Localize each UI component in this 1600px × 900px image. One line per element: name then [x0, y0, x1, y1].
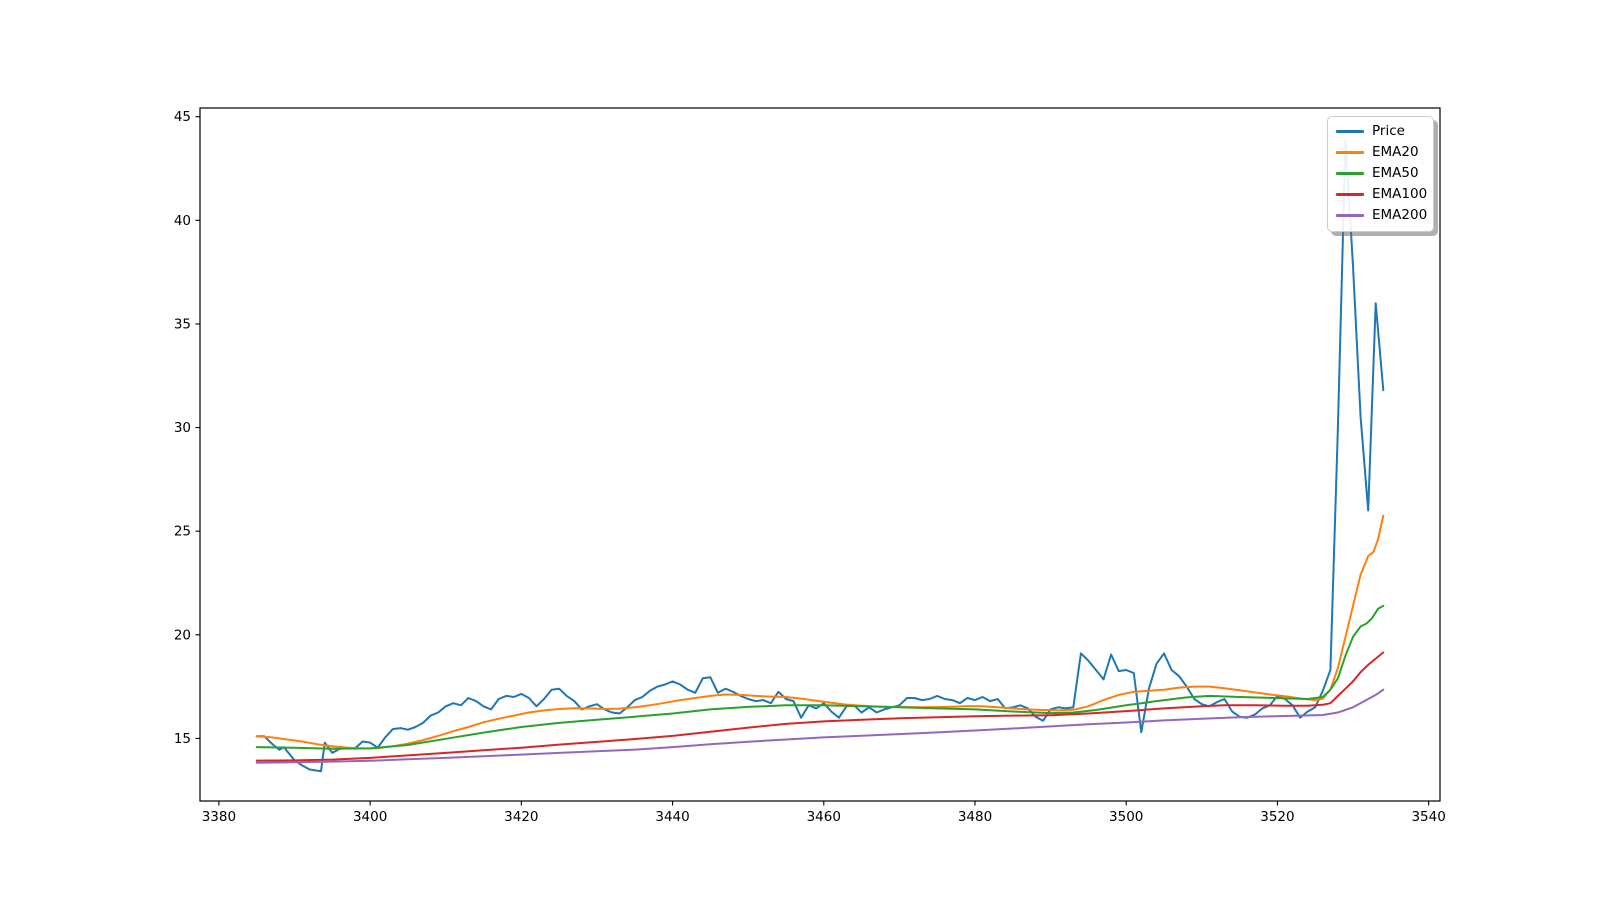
ema200-line-sample — [1336, 214, 1364, 217]
y-tick-label: 25 — [174, 524, 191, 540]
legend-label-ema50: EMA50 — [1372, 165, 1419, 181]
ema100-line — [255, 651, 1385, 762]
x-tick-label: 3420 — [504, 809, 538, 825]
x-tick-label: 3440 — [655, 809, 689, 825]
ema20-line — [255, 514, 1385, 750]
legend-entry-price: Price — [1336, 124, 1424, 139]
x-tick-label: 3540 — [1411, 809, 1445, 825]
ema50-line-sample — [1336, 172, 1364, 175]
ema200-line — [255, 688, 1385, 764]
legend-label-ema200: EMA200 — [1372, 207, 1428, 223]
y-tick-label: 45 — [174, 109, 191, 125]
ema100-line-sample — [1336, 193, 1364, 196]
legend-label-ema100: EMA100 — [1372, 186, 1428, 202]
x-tick-label: 3520 — [1260, 809, 1294, 825]
legend-entry-ema100: EMA100 — [1336, 186, 1428, 202]
x-tick-label: 3460 — [807, 809, 841, 825]
x-tick-label: 3480 — [958, 809, 992, 825]
ema50-line — [255, 604, 1385, 750]
y-tick-label: 20 — [174, 627, 191, 643]
legend-entry-ema200: EMA200 — [1336, 207, 1428, 223]
legend-label-price: Price — [1372, 123, 1405, 139]
legend-entry-ema20: EMA20 — [1336, 145, 1424, 160]
price-line-sample — [1336, 130, 1364, 133]
ema20-line-sample — [1336, 151, 1364, 154]
legend-label-ema20: EMA20 — [1372, 144, 1419, 160]
x-tick-label: 3400 — [353, 809, 387, 825]
axes-frame — [199, 107, 1441, 802]
x-tick-label: 3380 — [202, 809, 236, 825]
y-tick-label: 15 — [174, 731, 191, 747]
x-tick-label: 3500 — [1109, 809, 1143, 825]
y-tick-label: 30 — [174, 420, 191, 436]
y-tick-label: 35 — [174, 316, 191, 332]
y-tick-label: 40 — [174, 213, 191, 229]
legend: Price EMA20 EMA50 EMA100 EMA200 — [1327, 116, 1434, 232]
legend-entry-ema50: EMA50 — [1336, 166, 1424, 181]
price-line — [255, 138, 1385, 773]
